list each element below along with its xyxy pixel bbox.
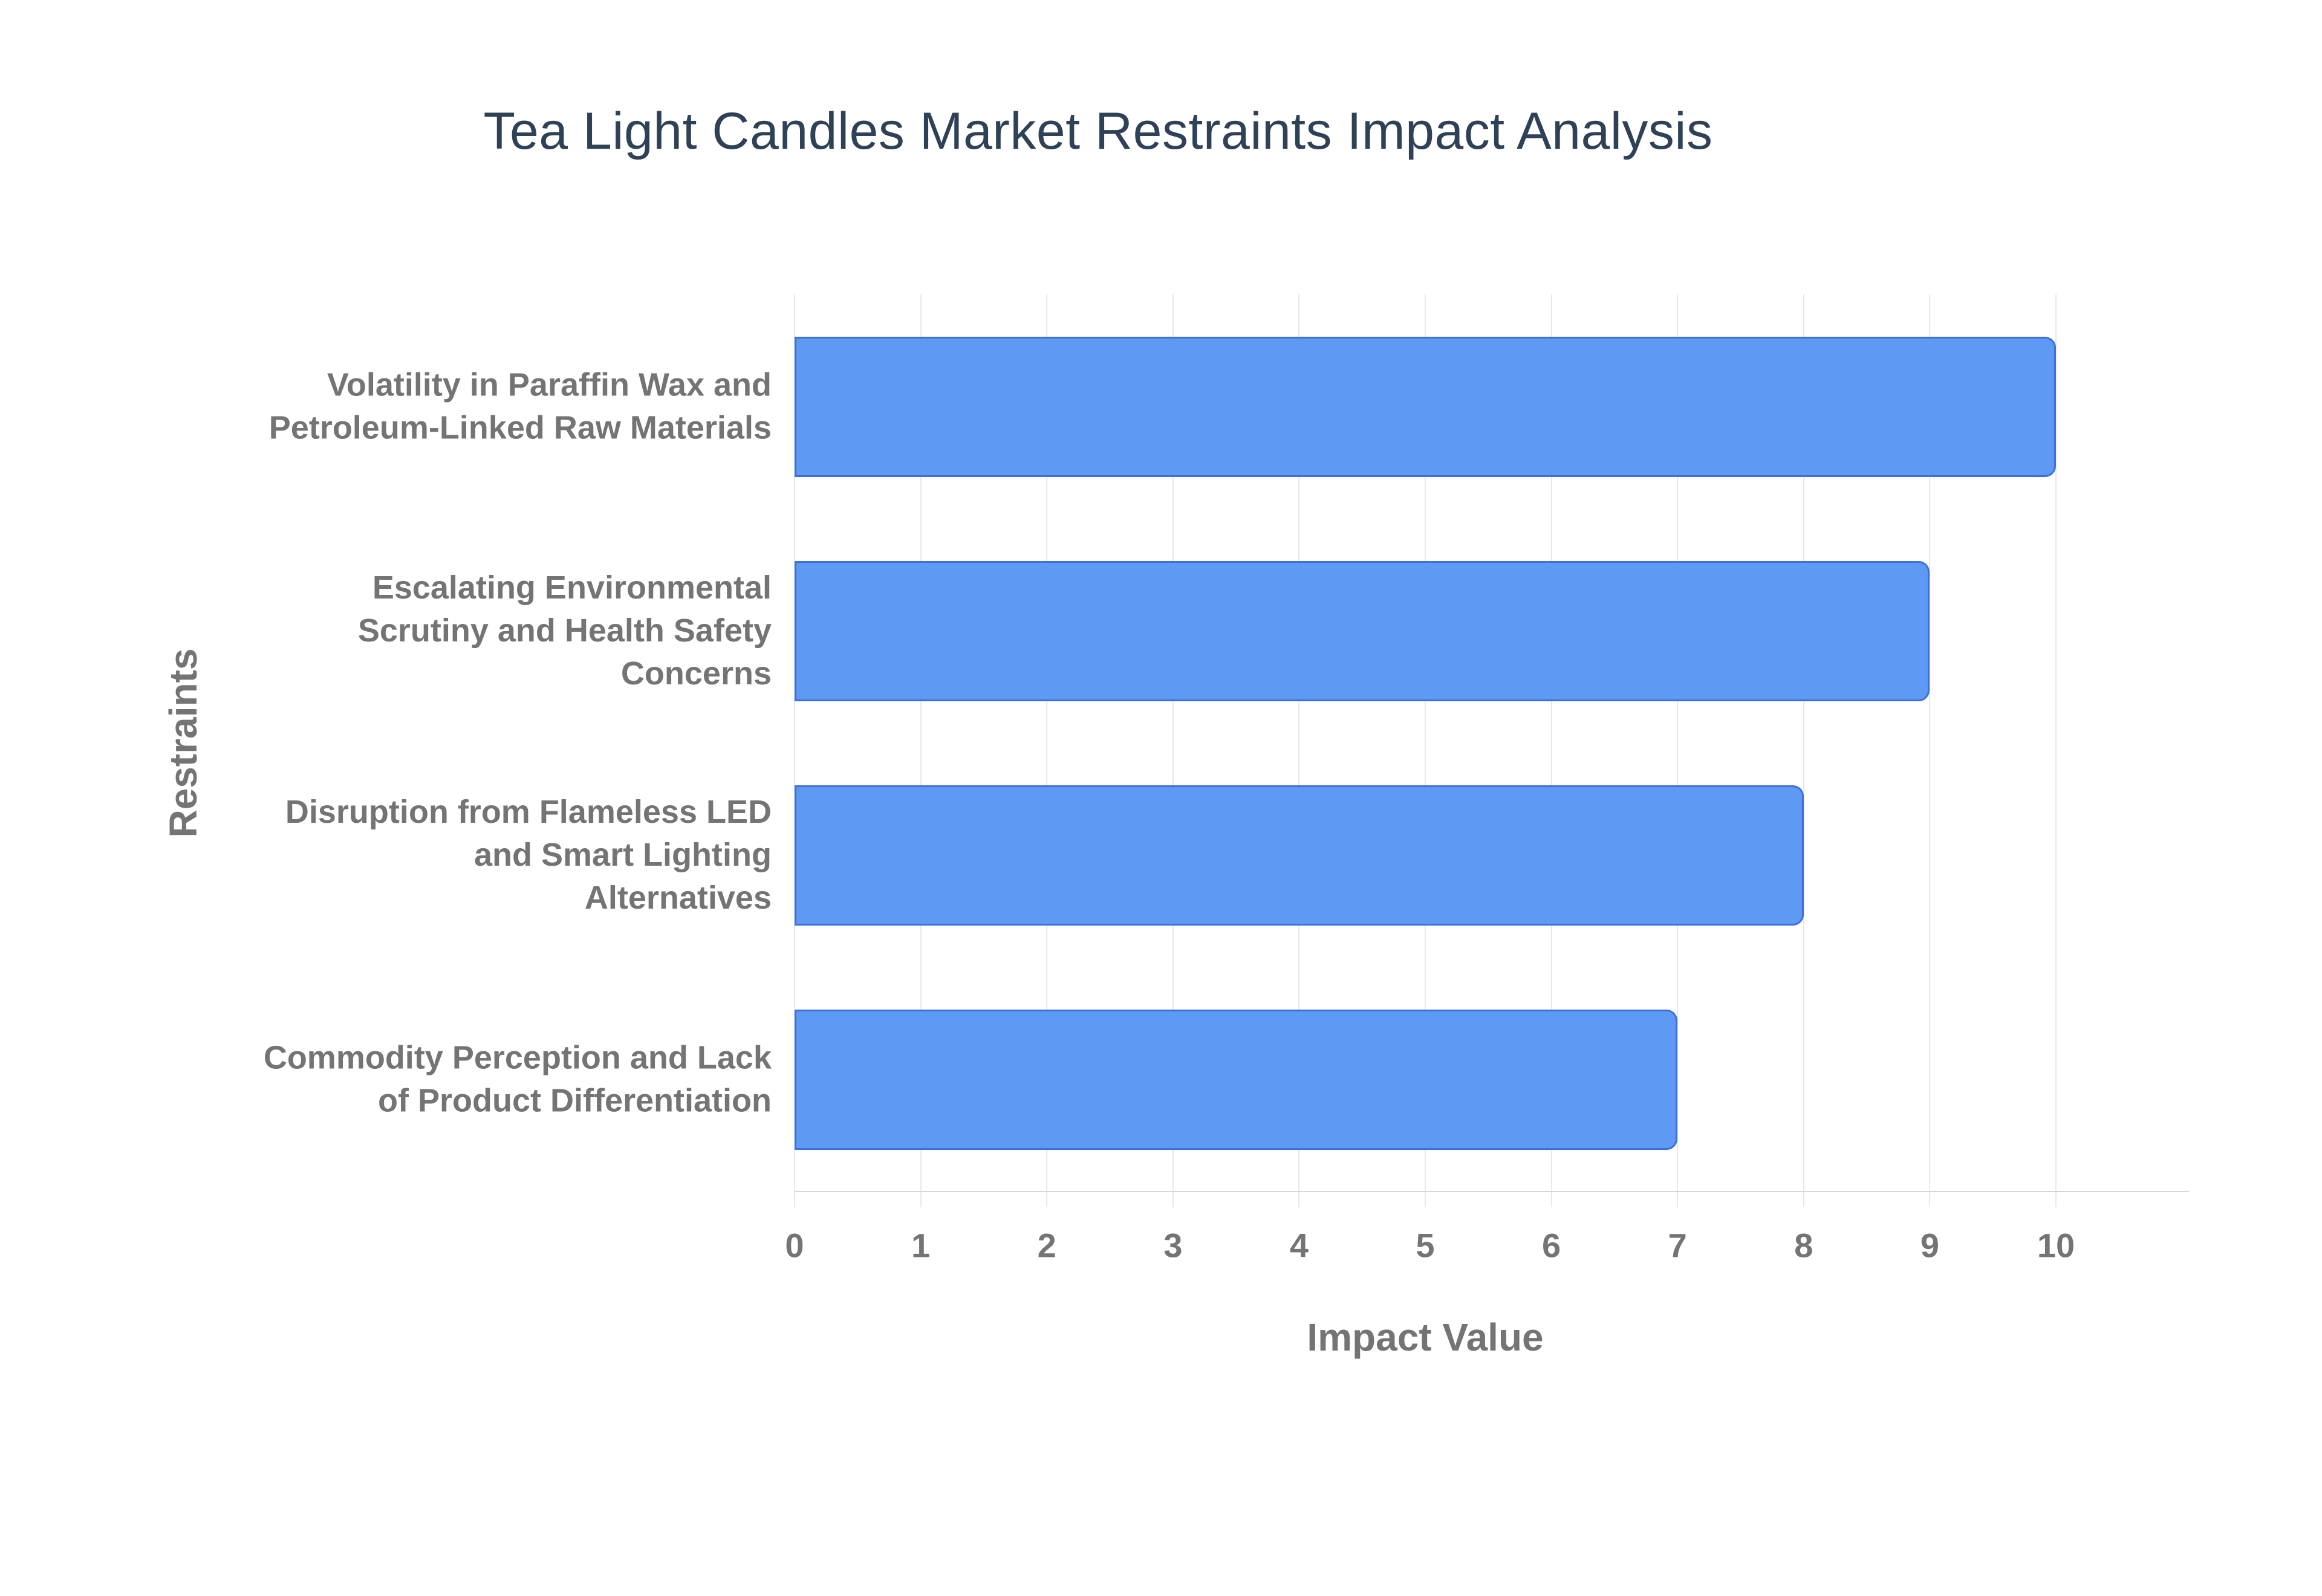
x-gridline (1298, 294, 1300, 1192)
chart-title: Tea Light Candles Market Restraints Impa… (483, 102, 1713, 160)
x-tick-mark (1425, 1192, 1426, 1207)
category-label-1: Volatility in Paraffin Wax and Petroleum… (268, 366, 772, 446)
x-gridline (1046, 294, 1048, 1192)
x-tick-mark (1677, 1192, 1679, 1207)
x-gridline (794, 294, 795, 1192)
x-tick-mark (794, 1192, 795, 1207)
bar-4[interactable] (795, 1009, 1678, 1150)
x-tick-label: 9 (1920, 1226, 1939, 1265)
x-gridline (2055, 294, 2057, 1192)
x-tick-label: 3 (1163, 1226, 1183, 1265)
x-tick-label: 1 (911, 1226, 931, 1265)
x-tick-mark (1929, 1192, 1931, 1207)
category-label-3: Disruption from Flameless LED and Smart … (285, 793, 772, 916)
x-tick-label: 4 (1289, 1226, 1309, 1265)
x-gridline (1929, 294, 1931, 1192)
category-label-4: Commodity Perception and Lack of Product… (263, 1039, 772, 1119)
x-tick-mark (1172, 1192, 1174, 1207)
x-tick-label: 8 (1794, 1226, 1813, 1265)
x-tick-mark (2055, 1192, 2057, 1207)
x-tick-mark (1298, 1192, 1300, 1207)
x-tick-mark (1550, 1192, 1552, 1207)
x-tick-label: 6 (1542, 1226, 1561, 1265)
bar-1[interactable] (795, 336, 2056, 477)
x-tick-label: 2 (1037, 1226, 1056, 1265)
x-gridline (1550, 294, 1552, 1192)
category-label-2: Escalating Environmental Scrutiny and He… (357, 569, 772, 692)
x-tick-label: 5 (1416, 1226, 1435, 1265)
x-tick-mark (1046, 1192, 1048, 1207)
x-tick-mark (1803, 1192, 1804, 1207)
x-gridline (1677, 294, 1679, 1192)
x-tick-label: 10 (2037, 1226, 2075, 1265)
x-tick-label: 7 (1668, 1226, 1687, 1265)
x-gridline (1425, 294, 1426, 1192)
x-gridline (1803, 294, 1804, 1192)
x-gridline (1172, 294, 1174, 1192)
x-tick-label: 0 (785, 1226, 804, 1265)
x-gridline (920, 294, 922, 1192)
x-axis-line (795, 1191, 2189, 1192)
x-axis-title: Impact Value (1307, 1315, 1544, 1359)
bar-2[interactable] (795, 560, 1930, 701)
bar-3[interactable] (795, 785, 1804, 926)
x-tick-mark (920, 1192, 922, 1207)
